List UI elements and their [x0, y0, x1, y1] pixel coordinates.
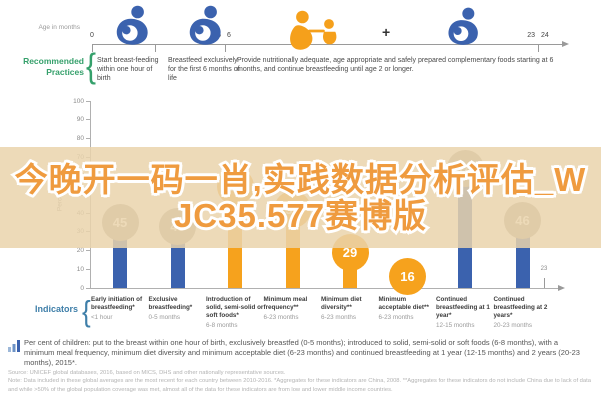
bar-chart-icon [8, 339, 21, 357]
x-axis-end-label: 23 [540, 266, 548, 272]
indicator-title: Minimum acceptable diet** [378, 296, 429, 311]
practice-text-2: Breastfeed exclusively for the first 6 m… [168, 57, 240, 83]
bar-value-circle: 16 [389, 258, 426, 296]
timeline-tick-5-6 [225, 44, 226, 52]
indicator-title: Continued breastfeeding at 1 year* [436, 296, 490, 319]
complementary-feeding-icon [284, 10, 346, 57]
indicator-age-range: 20-23 months [493, 321, 533, 329]
age-in-months-label: Age in months [38, 24, 80, 31]
indicator-item: Continued breastfeeding at 2 years* 20-23… [494, 296, 552, 329]
x-axis-arrow-icon [558, 285, 565, 291]
indicators-label: Indicators [34, 304, 78, 314]
timeline-label-0: 0 [90, 32, 94, 39]
indicator-age-range: 6-23 months [263, 313, 299, 321]
breastfeeding-icon [438, 7, 488, 52]
recommended-practices-label: Recommended Practices [0, 56, 84, 77]
indicator-title: Exclusive breastfeeding* [148, 296, 193, 311]
timeline-axis [92, 44, 562, 45]
bar-6: 16 [389, 258, 426, 296]
y-tick-0: 0 [80, 284, 90, 292]
chart-caption: Per cent of children: put to the breast … [24, 338, 580, 368]
y-tick-100: 100 [73, 97, 90, 105]
indicator-item: Minimum meal frequency** 6-23 months [264, 296, 322, 321]
indicator-title: Introduction of solid, semi-solid or sof… [206, 296, 264, 319]
indicator-age-range: 6-23 months [321, 313, 357, 321]
breastfeeding-icon [178, 5, 232, 52]
practice-text-3: Provide nutritionally adequate, age appr… [237, 57, 554, 74]
source-line: Source: UNICEF global databases, 2016, b… [8, 370, 286, 376]
indicators-brace: { [82, 293, 91, 329]
timeline-label-23-24: 23 24 [527, 32, 549, 39]
timeline-label-5-6: 5 6 [217, 32, 231, 39]
watermark-line1: 今晚开一码一肖,实践数据分析评估_W [12, 159, 588, 200]
indicator-age-range: 6-8 months [206, 321, 238, 329]
recommended-brace: { [86, 47, 97, 86]
indicator-item: Introduction of solid, semi-solid or sof… [206, 296, 264, 329]
indicator-item: Exclusive breastfeeding* 0-5 months [149, 296, 207, 321]
plus-sign: + [382, 24, 391, 40]
indicator-item: Continued breastfeeding at 1 year* 12-15 … [436, 296, 494, 329]
indicator-title: Minimum diet diversity** [321, 296, 362, 311]
practice-text-1: Start breast-feeding within one hour of … [97, 57, 159, 83]
timeline-tick-mid [155, 44, 156, 52]
y-tick-20: 20 [77, 247, 90, 255]
indicator-age-range: 0-5 months [148, 313, 181, 321]
indicator-title: Minimum meal frequency** [263, 296, 308, 311]
breastfeeding-icon [105, 5, 159, 52]
indicator-title: Early initiation of breastfeeding* [91, 296, 143, 311]
watermark-overlay: 今晚开一码一肖,实践数据分析评估_W JC35.577赛博版 [0, 147, 601, 248]
timeline-arrow-icon [562, 41, 569, 47]
y-tick-90: 90 [77, 116, 90, 124]
indicator-age-range: 12-15 months [436, 321, 475, 329]
recommended-label-line1: Recommended [23, 56, 84, 66]
y-tick-80: 80 [77, 134, 90, 142]
indicator-item: Minimum diet diversity** 6-23 months [321, 296, 379, 321]
watermark-line2: JC35.577赛博版 [171, 195, 428, 236]
source-note: Source: UNICEF global databases, 2016, b… [8, 369, 594, 394]
timeline-tick-23-24 [538, 44, 539, 52]
y-tick-10: 10 [77, 265, 90, 273]
indicator-item: Early initiation of breastfeeding* <1 hou… [91, 296, 149, 321]
x-axis [90, 288, 558, 289]
note-line: Note: Data included in these global aver… [8, 378, 591, 393]
indicator-age-range: <1 hour [91, 313, 113, 321]
x-axis-end-tick [544, 278, 545, 288]
indicator-age-range: 6-23 months [378, 313, 414, 321]
indicator-title: Continued breastfeeding at 2 years* [493, 296, 548, 319]
timeline-tick-0 [92, 44, 93, 52]
indicator-item: Minimum acceptable diet** 6-23 months [379, 296, 437, 321]
recommended-label-line2: Practices [46, 66, 84, 77]
bar-stem [170, 237, 185, 288]
